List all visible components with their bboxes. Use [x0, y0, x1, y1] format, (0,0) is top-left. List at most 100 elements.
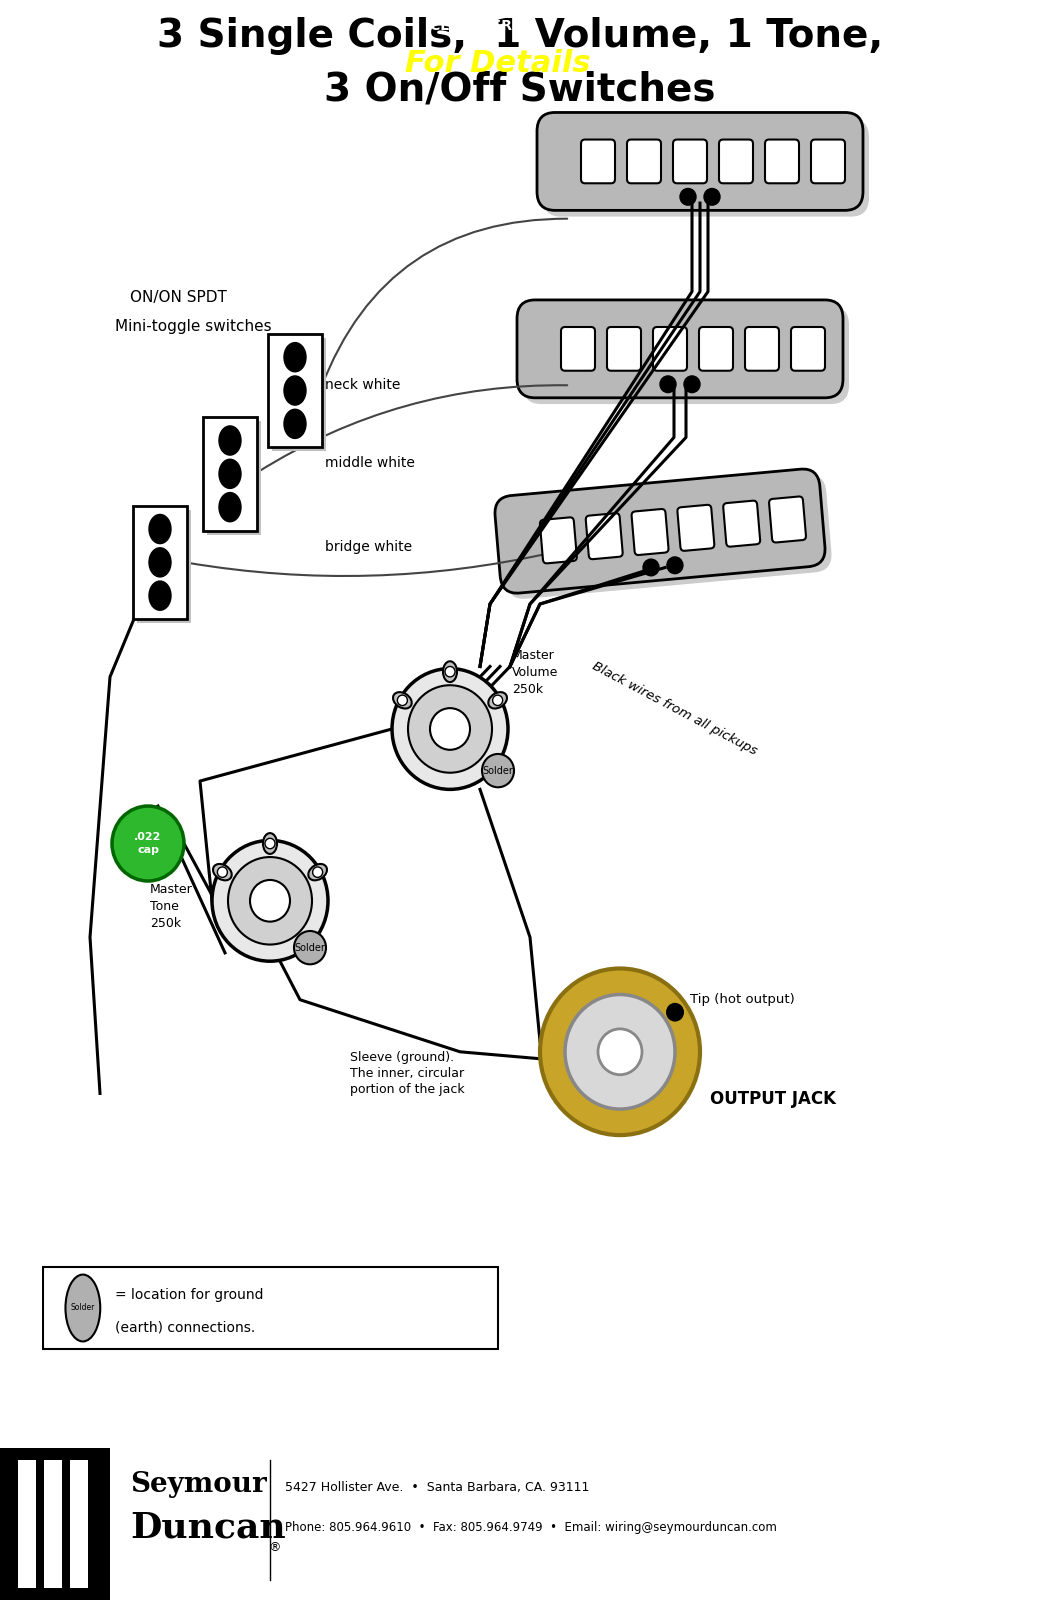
Circle shape [218, 867, 227, 877]
FancyBboxPatch shape [494, 469, 826, 594]
FancyBboxPatch shape [137, 510, 191, 624]
Bar [0, 1448, 110, 1600]
FancyBboxPatch shape [791, 326, 826, 371]
FancyBboxPatch shape [672, 139, 707, 184]
FancyBboxPatch shape [561, 326, 595, 371]
Ellipse shape [284, 342, 306, 371]
FancyBboxPatch shape [699, 326, 733, 371]
FancyBboxPatch shape [133, 506, 187, 619]
Text: Duncan: Duncan [130, 1510, 285, 1546]
Text: CLICK HERE: CLICK HERE [430, 19, 522, 34]
FancyBboxPatch shape [537, 112, 863, 210]
Circle shape [565, 995, 675, 1109]
Text: Phone: 805.964.9610  •  Fax: 805.964.9749  •  Email: wiring@seymourduncan.com: Phone: 805.964.9610 • Fax: 805.964.9749 … [285, 1522, 777, 1534]
FancyBboxPatch shape [811, 139, 845, 184]
Text: .022
cap: .022 cap [134, 832, 161, 854]
Text: 3 On/Off Switches: 3 On/Off Switches [324, 70, 716, 109]
Ellipse shape [149, 515, 171, 544]
Circle shape [250, 880, 290, 922]
Circle shape [392, 669, 508, 789]
Text: Solder: Solder [483, 766, 513, 776]
FancyBboxPatch shape [203, 418, 257, 531]
Text: Master
Tone
250k: Master Tone 250k [150, 883, 193, 930]
FancyBboxPatch shape [517, 299, 843, 398]
Bar [70, 1459, 88, 1587]
Ellipse shape [219, 426, 242, 454]
Ellipse shape [308, 864, 327, 880]
Text: bridge white: bridge white [325, 539, 412, 554]
Text: = location for ground: = location for ground [115, 1288, 263, 1302]
FancyBboxPatch shape [723, 501, 760, 547]
Text: Master
Volume
250k: Master Volume 250k [512, 648, 558, 696]
Circle shape [398, 694, 407, 706]
Circle shape [684, 376, 700, 392]
FancyBboxPatch shape [207, 421, 261, 534]
FancyBboxPatch shape [678, 506, 714, 550]
Circle shape [666, 1003, 684, 1021]
FancyBboxPatch shape [272, 338, 326, 451]
Circle shape [112, 806, 184, 882]
Ellipse shape [488, 693, 507, 709]
Circle shape [660, 376, 676, 392]
Text: Tip (hot output): Tip (hot output) [690, 994, 794, 1006]
Circle shape [598, 1029, 642, 1075]
Bar [44, 1459, 62, 1587]
Circle shape [492, 694, 503, 706]
FancyBboxPatch shape [745, 326, 779, 371]
Circle shape [667, 557, 683, 574]
Circle shape [430, 709, 469, 750]
Ellipse shape [149, 581, 171, 610]
Circle shape [704, 189, 720, 205]
Ellipse shape [443, 661, 457, 682]
Text: 5427 Hollister Ave.  •  Santa Barbara, CA. 93111: 5427 Hollister Ave. • Santa Barbara, CA.… [285, 1482, 589, 1494]
Circle shape [445, 667, 455, 677]
Text: Sleeve (ground).
The inner, circular
portion of the jack: Sleeve (ground). The inner, circular por… [350, 1051, 464, 1096]
FancyBboxPatch shape [765, 139, 799, 184]
Text: (earth) connections.: (earth) connections. [115, 1320, 255, 1334]
Circle shape [482, 754, 514, 787]
Bar [18, 1459, 36, 1587]
Ellipse shape [393, 693, 411, 709]
Circle shape [66, 1275, 100, 1341]
FancyBboxPatch shape [627, 139, 661, 184]
Ellipse shape [149, 547, 171, 578]
FancyBboxPatch shape [607, 326, 641, 371]
Circle shape [408, 685, 492, 773]
FancyBboxPatch shape [632, 509, 668, 555]
Circle shape [228, 858, 312, 944]
Text: OUTPUT JACK: OUTPUT JACK [710, 1090, 836, 1107]
Text: Black wires from all pickups: Black wires from all pickups [590, 659, 759, 757]
FancyBboxPatch shape [769, 496, 806, 542]
Text: For Details: For Details [405, 48, 590, 77]
Circle shape [265, 838, 275, 848]
Text: Mini-toggle switches: Mini-toggle switches [115, 318, 272, 334]
FancyBboxPatch shape [653, 326, 687, 371]
Text: Seymour: Seymour [130, 1472, 266, 1499]
Circle shape [212, 840, 328, 962]
Circle shape [294, 931, 326, 965]
Text: neck white: neck white [325, 378, 401, 392]
Text: ®: ® [268, 1541, 280, 1555]
Circle shape [312, 867, 323, 877]
Text: Solder: Solder [295, 942, 326, 952]
Text: ON/ON SPDT: ON/ON SPDT [130, 290, 227, 306]
FancyBboxPatch shape [586, 514, 623, 558]
FancyBboxPatch shape [523, 306, 849, 405]
FancyBboxPatch shape [540, 517, 577, 563]
Circle shape [643, 558, 659, 576]
Circle shape [680, 189, 696, 205]
Ellipse shape [263, 834, 277, 854]
FancyBboxPatch shape [502, 475, 832, 598]
FancyBboxPatch shape [581, 139, 615, 184]
Circle shape [540, 968, 700, 1134]
FancyBboxPatch shape [543, 118, 869, 216]
FancyBboxPatch shape [43, 1267, 499, 1349]
Ellipse shape [219, 459, 242, 488]
FancyBboxPatch shape [268, 334, 322, 448]
Ellipse shape [213, 864, 232, 880]
Ellipse shape [284, 410, 306, 438]
Text: Solder: Solder [71, 1304, 95, 1312]
Ellipse shape [219, 493, 242, 522]
Text: 3 Single Coils,  1 Volume, 1 Tone,: 3 Single Coils, 1 Volume, 1 Tone, [157, 18, 883, 54]
FancyBboxPatch shape [719, 139, 753, 184]
